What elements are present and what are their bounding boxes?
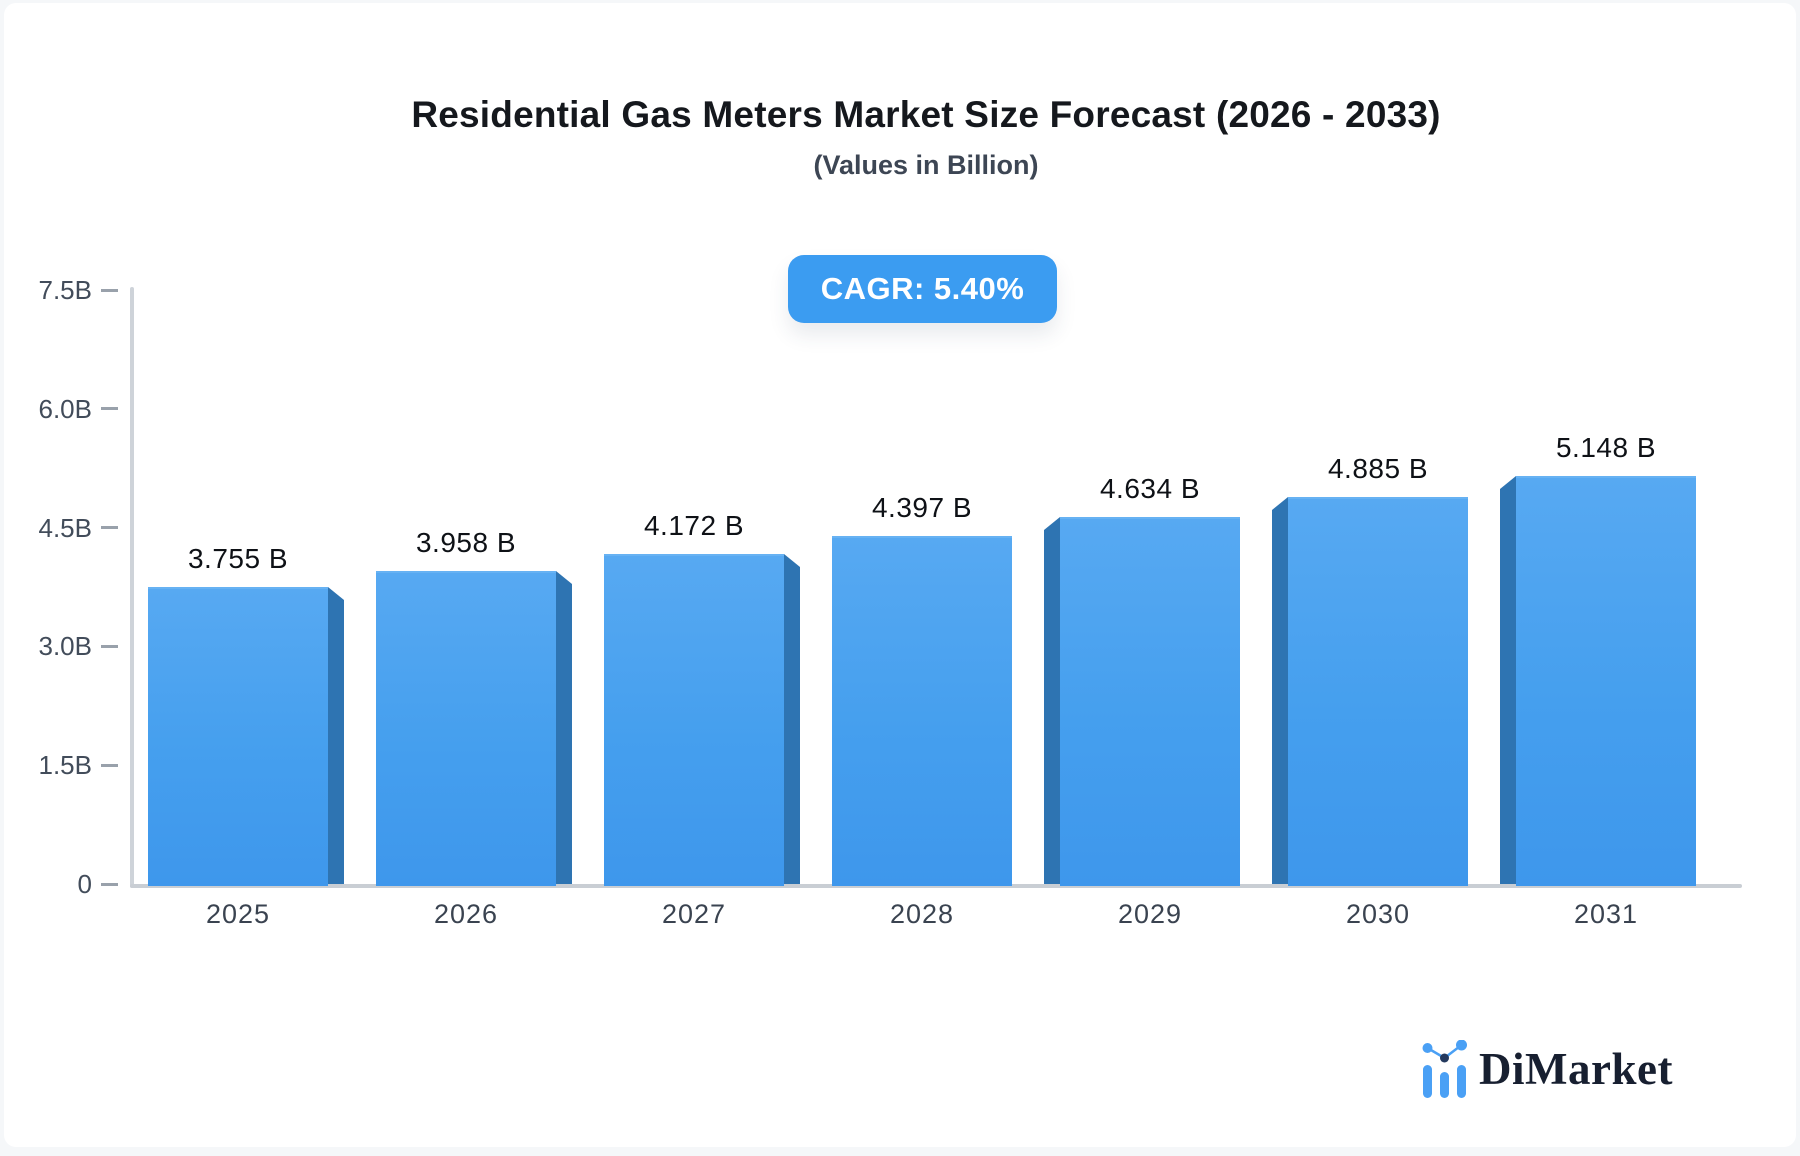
- chart-subtitle: (Values in Billion): [813, 150, 1039, 180]
- logo-text: DiMarket: [1479, 1044, 1673, 1094]
- y-tick-mark: [101, 288, 118, 292]
- bar-value-label: 4.634 B: [1099, 473, 1201, 504]
- bar-value-label: 3.958 B: [415, 527, 517, 558]
- y-tick-label: 7.5B: [38, 275, 93, 305]
- bar-chart-with-trendline-icon: [1422, 1040, 1467, 1098]
- bar-value-label: 4.172 B: [643, 510, 745, 541]
- bar-3d-side: [1272, 497, 1288, 884]
- x-tick-label: 2030: [1345, 899, 1411, 929]
- y-tick-mark: [101, 644, 118, 648]
- y-tick-mark: [101, 526, 118, 530]
- bar-value-label: 3.755 B: [187, 543, 289, 574]
- x-tick-label: 2027: [661, 899, 727, 929]
- y-axis-line: [130, 287, 134, 888]
- bar-3d-side: [1044, 517, 1060, 884]
- x-tick-label: 2026: [433, 899, 499, 929]
- y-tick-mark: [101, 882, 118, 886]
- bar-2027: [604, 554, 784, 886]
- bar-value-label: 5.148 B: [1555, 432, 1657, 463]
- dimarket-logo: DiMarket: [1422, 1036, 1673, 1102]
- x-axis-line: [130, 884, 1742, 888]
- x-tick-label: 2025: [205, 899, 271, 929]
- y-tick-label: 3.0B: [38, 631, 93, 662]
- bar-3d-side: [784, 554, 800, 884]
- x-tick-label: 2029: [1117, 899, 1183, 929]
- y-tick-label: 4.5B: [38, 512, 93, 543]
- y-tick-label: 0: [77, 869, 92, 899]
- bar-2031: [1516, 476, 1696, 886]
- bar-2028: [832, 536, 1012, 886]
- chart-title: Residential Gas Meters Market Size Forec…: [411, 94, 1441, 135]
- cagr-badge: CAGR: 5.40%: [788, 255, 1057, 323]
- bar-2030: [1288, 497, 1468, 886]
- y-tick-label: 6.0B: [38, 393, 93, 424]
- bar-2026: [376, 571, 556, 886]
- y-tick-mark: [101, 763, 118, 767]
- bar-3d-side: [1500, 476, 1516, 884]
- bar-value-label: 4.885 B: [1327, 453, 1429, 484]
- bar-3d-side: [328, 587, 344, 884]
- bar-2029: [1060, 517, 1240, 886]
- y-tick-label: 1.5B: [38, 750, 93, 781]
- bar-2025: [148, 587, 328, 886]
- x-tick-label: 2028: [889, 899, 955, 929]
- bar-3d-side: [556, 571, 572, 884]
- bar-value-label: 4.397 B: [871, 492, 973, 523]
- y-tick-mark: [101, 407, 118, 411]
- x-tick-label: 2031: [1573, 899, 1639, 929]
